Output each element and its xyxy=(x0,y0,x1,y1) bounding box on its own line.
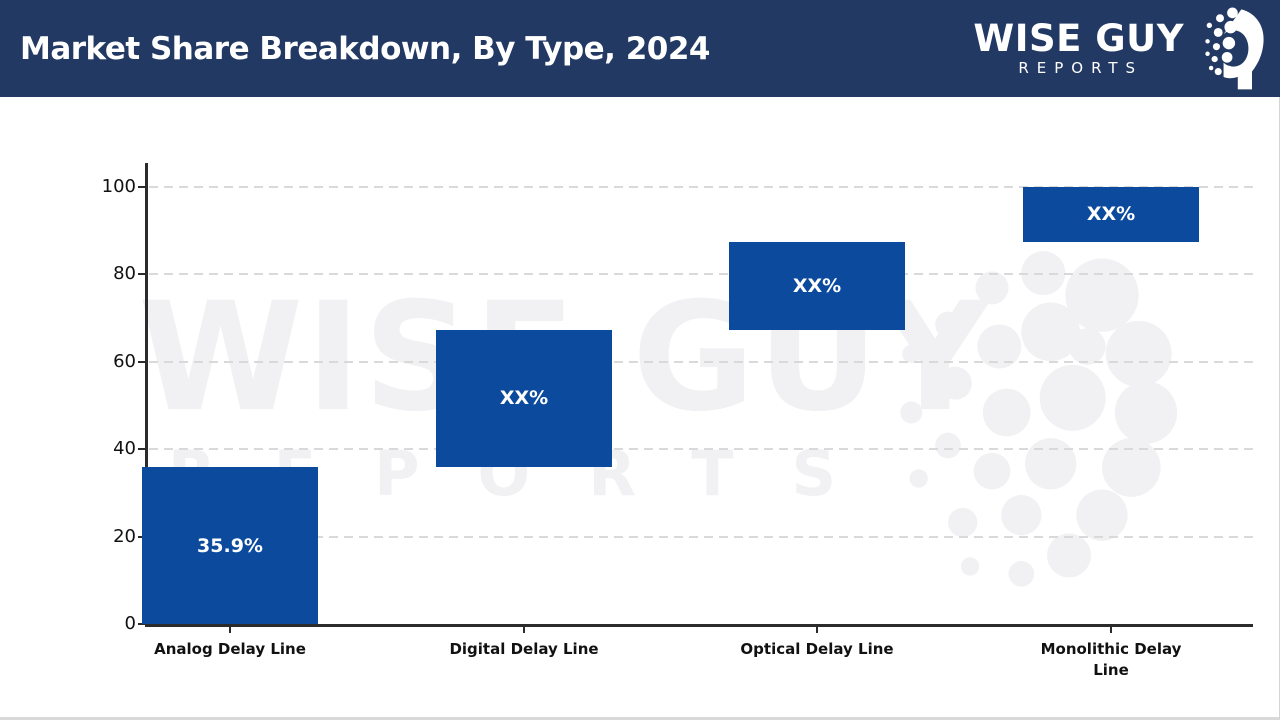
bar-value-label-1: XX% xyxy=(499,387,549,410)
x-category-label-1: Digital Delay Line xyxy=(449,640,599,658)
logo-reports-text: REPORTS xyxy=(1018,59,1144,77)
bar-value-label-3: XX% xyxy=(1086,203,1136,226)
bar-0: 35.9% xyxy=(142,467,318,624)
x-category-label-2: Optical Delay Line xyxy=(740,640,894,658)
y-axis-line xyxy=(145,163,148,626)
y-tick-label-40: 40 xyxy=(113,438,136,460)
wiseguy-head-watermark-icon xyxy=(900,251,1178,587)
gridline-80 xyxy=(149,273,1253,276)
y-tick-label-100: 100 xyxy=(101,176,136,197)
x-axis-line xyxy=(145,624,1253,627)
wiseguy-logo-text: WISE GUY REPORTS xyxy=(973,17,1184,78)
x-category-label-3: Monolithic Delay Line xyxy=(1040,640,1182,679)
wiseguy-logo: WISE GUY REPORTS xyxy=(973,4,1268,92)
gridline-100 xyxy=(149,186,1253,188)
bar-value-label-2: XX% xyxy=(792,274,842,297)
wiseguy-head-icon xyxy=(1205,7,1264,90)
bar-1: XX% xyxy=(436,329,612,468)
bar-2: XX% xyxy=(729,241,905,330)
x-category-label-0: Analog Delay Line xyxy=(154,640,306,658)
y-tick-mark-40 xyxy=(138,448,146,451)
gridline-40 xyxy=(149,448,1253,451)
bar-value-label-0: 35.9% xyxy=(197,534,263,557)
y-tick-label-60: 60 xyxy=(113,350,136,372)
y-tick-mark-0 xyxy=(138,623,146,625)
y-tick-label-0: 0 xyxy=(124,613,136,634)
y-tick-mark-100 xyxy=(138,186,146,188)
x-tick-mark-3 xyxy=(1110,626,1112,633)
x-tick-mark-0 xyxy=(229,626,231,633)
gridline-60 xyxy=(149,360,1253,363)
page-title: Market Share Breakdown, By Type, 2024 xyxy=(20,30,711,67)
y-tick-mark-80 xyxy=(138,273,146,276)
x-tick-mark-1 xyxy=(523,626,525,633)
y-tick-mark-60 xyxy=(138,360,146,363)
bar-3: XX% xyxy=(1023,187,1199,242)
logo-brand-text: WISE GUY xyxy=(973,17,1184,60)
x-tick-mark-2 xyxy=(816,626,818,633)
gridline-20 xyxy=(149,535,1253,538)
y-tick-label-20: 20 xyxy=(113,525,136,547)
y-tick-label-80: 80 xyxy=(113,263,136,285)
header-bar: Market Share Breakdown, By Type, 2024 WI… xyxy=(0,0,1280,97)
